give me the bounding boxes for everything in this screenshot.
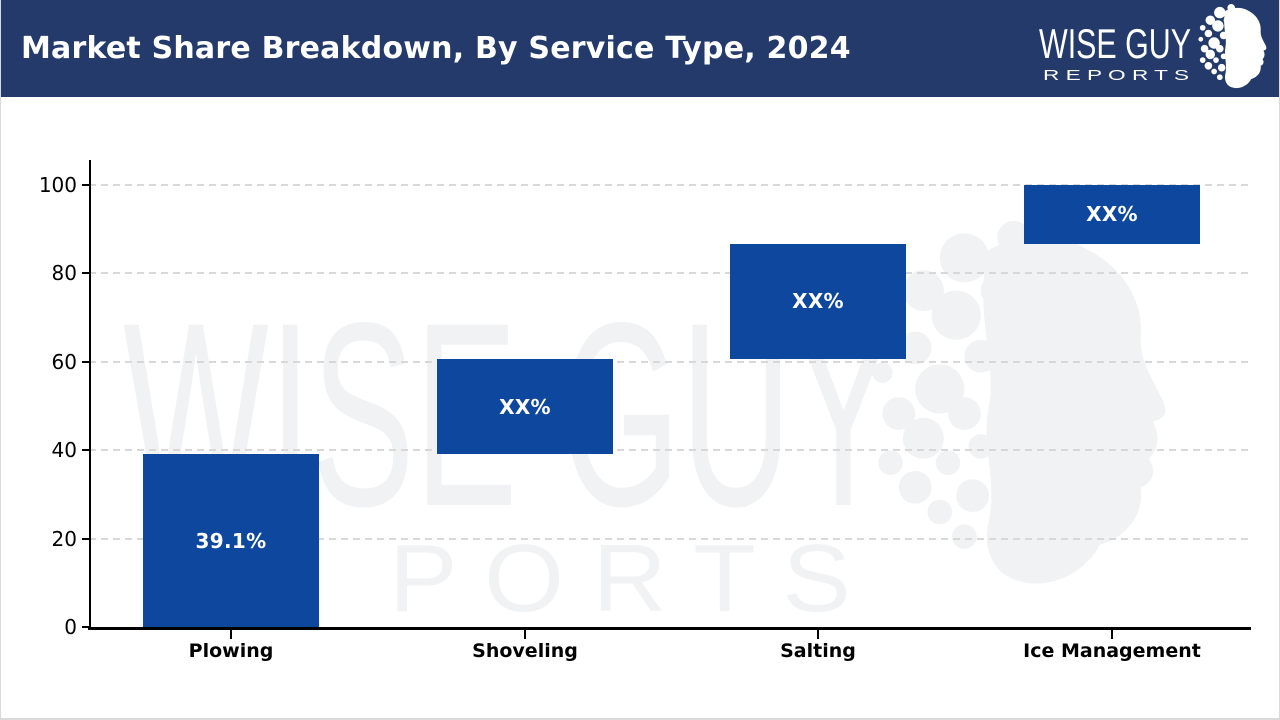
x-tick-label-2: Salting bbox=[780, 640, 856, 662]
y-tick-80 bbox=[82, 272, 89, 275]
bar-value-label: XX% bbox=[792, 289, 844, 314]
gridline-80 bbox=[89, 272, 1251, 275]
y-axis-line bbox=[89, 160, 91, 630]
bar-plowing: 39.1% bbox=[143, 454, 319, 627]
x-tick-label-0: Plowing bbox=[188, 640, 274, 662]
x-tick-1 bbox=[524, 630, 526, 639]
logo-reports-text: R E P O R T S bbox=[1043, 67, 1189, 84]
x-tick-0 bbox=[230, 630, 232, 639]
x-axis-line bbox=[88, 627, 1251, 630]
y-tick-label-40: 40 bbox=[51, 438, 77, 463]
x-tick-label-1: Shoveling bbox=[472, 640, 578, 662]
bar-shoveling: XX% bbox=[437, 359, 613, 455]
y-tick-label-20: 20 bbox=[51, 526, 77, 551]
gridline-40 bbox=[89, 449, 1251, 452]
y-tick-40 bbox=[82, 449, 89, 452]
wiseguy-logo: WISE GUY R E P O R T S bbox=[1039, 4, 1267, 89]
page-title: Market Share Breakdown, By Service Type,… bbox=[21, 31, 851, 66]
watermark-reports-text: P O R T S bbox=[389, 525, 851, 632]
y-tick-label-0: 0 bbox=[64, 615, 77, 639]
gridline-20 bbox=[89, 537, 1251, 540]
y-tick-100 bbox=[82, 184, 89, 186]
x-tick-3 bbox=[1111, 630, 1113, 639]
bar-salting: XX% bbox=[730, 243, 906, 360]
logo-wordmark: WISE GUY bbox=[1039, 20, 1191, 67]
y-tick-20 bbox=[82, 537, 89, 540]
header-bar: Market Share Breakdown, By Service Type,… bbox=[1, 0, 1279, 97]
bar-value-label: XX% bbox=[499, 394, 551, 419]
y-tick-label-100: 100 bbox=[38, 173, 77, 197]
gridline-60 bbox=[89, 360, 1251, 363]
x-tick-2 bbox=[817, 630, 819, 639]
x-tick-label-3: Ice Management bbox=[1023, 640, 1201, 662]
bar-value-label: 39.1% bbox=[195, 528, 267, 553]
bar-value-label: XX% bbox=[1086, 202, 1138, 227]
gridline-100 bbox=[89, 184, 1251, 186]
y-tick-0 bbox=[82, 626, 89, 628]
bar-ice-management: XX% bbox=[1024, 185, 1200, 244]
y-tick-label-60: 60 bbox=[51, 349, 77, 374]
y-tick-label-80: 80 bbox=[51, 261, 77, 286]
y-tick-60 bbox=[82, 360, 89, 363]
